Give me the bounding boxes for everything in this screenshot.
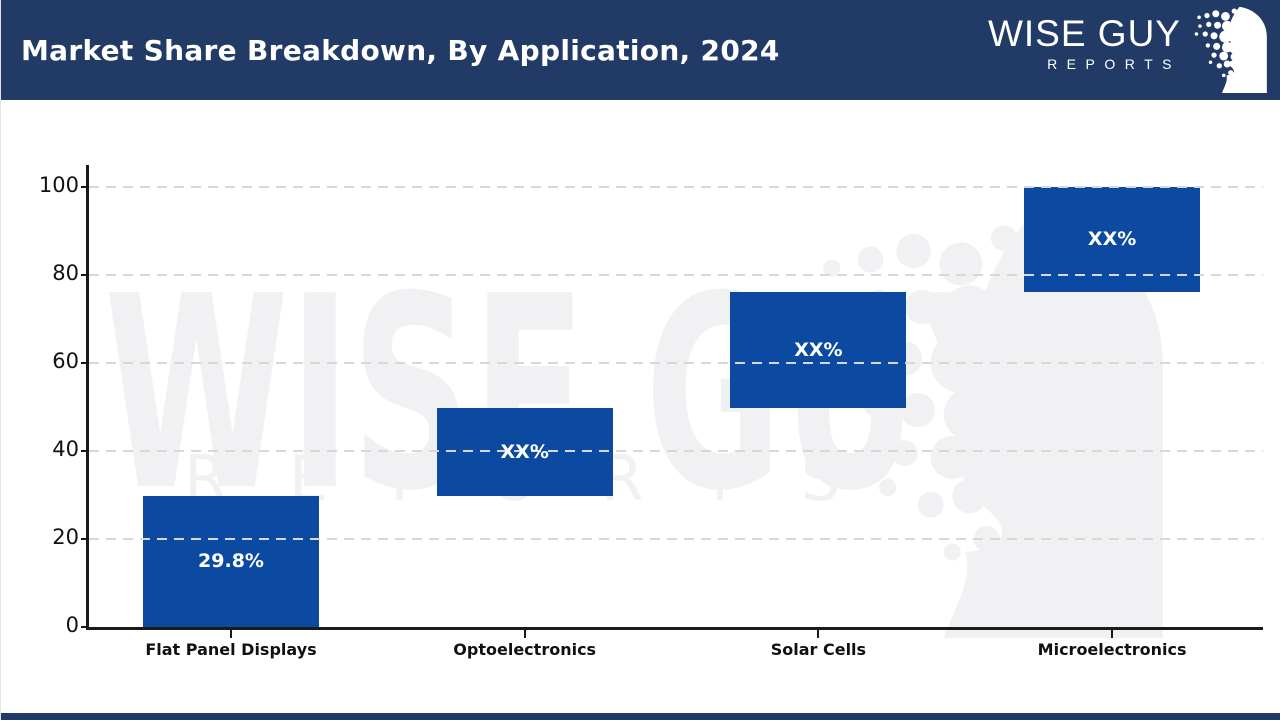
grid-line-80: [89, 274, 1263, 276]
y-tick-label-0: 0: [65, 613, 79, 637]
wise-guy-logo: WISE GUY REPORTS: [987, 13, 1181, 73]
category-label: Microelectronics: [1037, 640, 1187, 659]
y-tick-mark: [81, 362, 89, 364]
x-tick-mark: [230, 630, 232, 638]
x-tick-mark: [817, 630, 820, 638]
y-tick-mark: [81, 274, 89, 276]
y-tick-label-80: 80: [52, 261, 79, 285]
bar-value-label: XX%: [1087, 228, 1137, 251]
y-tick-label-60: 60: [52, 349, 79, 373]
y-tick-label-20: 20: [52, 525, 79, 549]
x-tick-mark: [1111, 630, 1114, 638]
category-label: Solar Cells: [770, 640, 867, 659]
y-tick-label-100: 100: [38, 173, 79, 197]
grid-line-40: [89, 450, 1263, 452]
category-label: Optoelectronics: [453, 640, 597, 659]
watermark-head-dots-icon: [810, 216, 1163, 638]
logo-reports: REPORTS: [1047, 56, 1181, 72]
logo-wordmark: WISE GUY: [987, 13, 1181, 54]
bar-solar-cells: [730, 291, 907, 408]
bar-value-label: XX%: [794, 338, 843, 361]
bar-flat-panel-displays: [143, 495, 319, 627]
footer-bar: [1, 713, 1280, 720]
grid-line-100: [89, 186, 1263, 188]
grid-line-20: [89, 538, 1263, 540]
bar-value-label: 29.8%: [198, 550, 264, 573]
x-axis-line: [86, 627, 1263, 630]
category-label: Flat Panel Displays: [145, 640, 317, 659]
y-tick-mark: [81, 450, 89, 452]
grid-line-60: [89, 362, 1263, 364]
header-bar: Market Share Breakdown, By Application, …: [1, 0, 1280, 100]
x-tick-mark: [523, 630, 526, 638]
y-tick-mark: [81, 186, 89, 188]
y-tick-label-40: 40: [52, 437, 79, 461]
y-tick-mark: [81, 538, 89, 540]
y-tick-mark: [81, 626, 89, 628]
page-title: Market Share Breakdown, By Application, …: [21, 33, 780, 67]
bar-value-label: XX%: [500, 440, 549, 463]
logo-head-icon: [1194, 6, 1267, 93]
y-axis-line: [86, 165, 89, 630]
